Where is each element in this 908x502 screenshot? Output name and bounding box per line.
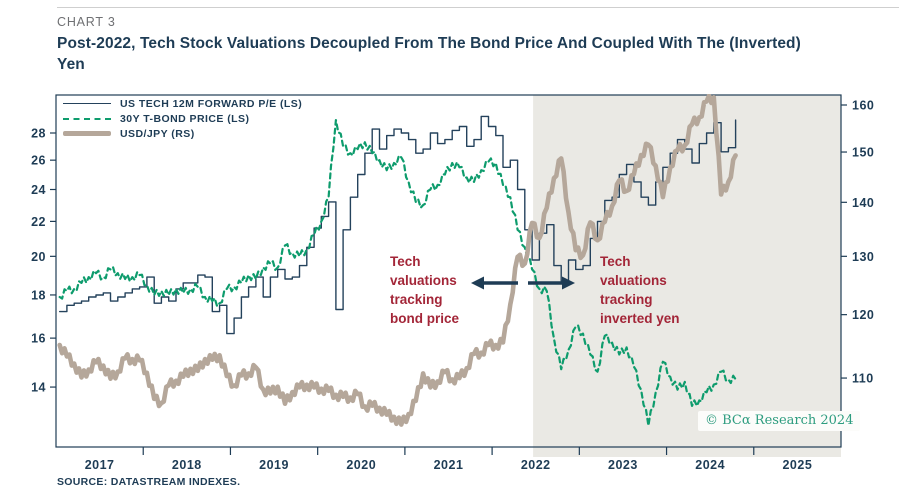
chart-title: Post-2022, Tech Stock Valuations Decoupl… (57, 35, 801, 73)
left-axis-tick-label: 16 (31, 332, 46, 346)
right-axis-tick-label: 110 (852, 372, 874, 386)
x-axis-year-label: 2017 (85, 458, 115, 472)
right-axis-tick-label: 140 (852, 196, 874, 210)
chart-number-label: CHART 3 (57, 15, 116, 29)
legend-label-tech-pe: US TECH 12M FORWARD P/E (LS) (120, 97, 303, 110)
x-axis-year-label: 2020 (346, 458, 376, 472)
left-axis-tick-label: 18 (31, 288, 46, 302)
source-note: SOURCE: DATASTREAM INDEXES. (57, 476, 241, 488)
x-axis-year-label: 2024 (695, 458, 725, 472)
right-arrow-icon (528, 276, 575, 290)
right-axis-tick-label: 160 (852, 99, 874, 113)
left-axis-tick-label: 20 (31, 250, 46, 264)
usdjpy-line-swatch (63, 131, 111, 136)
tbond-line-swatch (63, 117, 111, 120)
annotation-tracking-inverted-yen: Tech valuations tracking inverted yen (600, 254, 680, 326)
left-axis-tick-label: 26 (31, 154, 46, 168)
left-axis-tick-label: 22 (31, 215, 46, 229)
right-axis-tick-label: 150 (852, 146, 874, 160)
post-2022-shaded-region (533, 95, 841, 457)
legend-item-tbond: 30Y T-BOND PRICE (LS) (63, 111, 302, 126)
legend-item-usdjpy: USD/JPY (RS) (63, 126, 302, 141)
x-axis-year-label: 2023 (608, 458, 638, 472)
legend-label-usdjpy: USD/JPY (RS) (120, 127, 195, 140)
top-divider (57, 7, 899, 8)
left-axis-tick-label: 28 (31, 127, 46, 141)
series-line-usd-jpy-rs (57, 94, 738, 427)
x-axis-year-label: 2018 (172, 458, 202, 472)
series-line-us-tech-12m-forward-p-e-ls (59, 115, 737, 335)
series-group (57, 94, 738, 427)
copyright-note: © BCα Research 2024 (698, 411, 861, 431)
legend-item-tech-pe: US TECH 12M FORWARD P/E (LS) (63, 96, 302, 111)
x-axis-year-label: 2022 (521, 458, 551, 472)
left-arrow-icon (471, 276, 518, 290)
annotation-tracking-bond-price: Tech valuations tracking bond price (390, 254, 460, 326)
plot-border (55, 94, 842, 448)
right-axis-tick-label: 120 (852, 308, 874, 322)
tech-pe-line-swatch (63, 103, 111, 104)
x-axis-year-label: 2021 (434, 458, 464, 472)
legend: US TECH 12M FORWARD P/E (LS) 30Y T-BOND … (63, 96, 302, 141)
x-axis-year-label: 2019 (259, 458, 289, 472)
x-axis-year-label: 2025 (782, 458, 812, 472)
legend-label-tbond: 30Y T-BOND PRICE (LS) (120, 112, 250, 125)
series-line-30y-t-bond-price-ls (58, 119, 737, 427)
left-axis-tick-label: 24 (31, 183, 46, 197)
right-axis-tick-label: 130 (852, 250, 874, 264)
left-axis-tick-label: 14 (31, 381, 46, 395)
axis-ticks (50, 104, 847, 455)
